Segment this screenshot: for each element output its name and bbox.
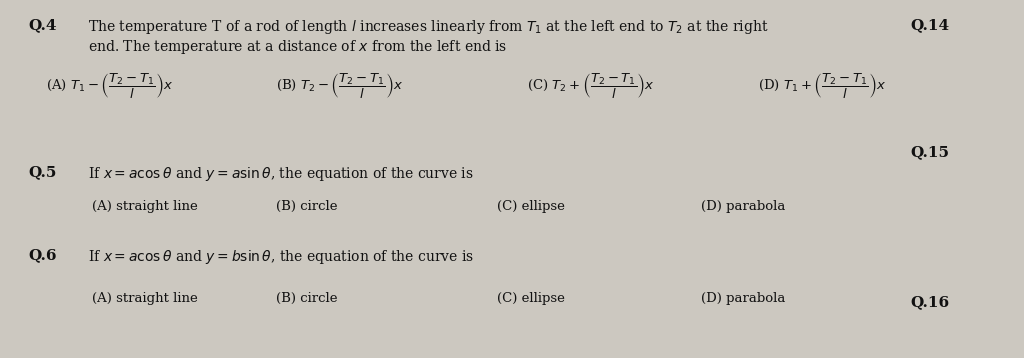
Text: (B) circle: (B) circle (276, 292, 338, 305)
Text: (A) straight line: (A) straight line (92, 292, 198, 305)
Text: Q.4: Q.4 (28, 18, 56, 32)
Text: The temperature T of a rod of length $l$ increases linearly from $T_1$ at the le: The temperature T of a rod of length $l$… (88, 18, 769, 36)
Text: (B) $T_2-\left(\dfrac{T_2-T_1}{l}\right)x$: (B) $T_2-\left(\dfrac{T_2-T_1}{l}\right)… (276, 72, 403, 101)
Text: Q.14: Q.14 (910, 18, 949, 32)
Text: Q.16: Q.16 (910, 295, 949, 309)
Text: (D) parabola: (D) parabola (701, 292, 785, 305)
Text: (C) $T_2+\left(\dfrac{T_2-T_1}{l}\right)x$: (C) $T_2+\left(\dfrac{T_2-T_1}{l}\right)… (527, 72, 655, 101)
Text: (B) circle: (B) circle (276, 200, 338, 213)
Text: (D) parabola: (D) parabola (701, 200, 785, 213)
Text: If $x=a\cos\theta$ and $y=b\sin\theta$, the equation of the curve is: If $x=a\cos\theta$ and $y=b\sin\theta$, … (88, 248, 474, 266)
Text: (A) straight line: (A) straight line (92, 200, 198, 213)
Text: end. The temperature at a distance of $x$ from the left end is: end. The temperature at a distance of $x… (88, 38, 507, 56)
Text: Q.15: Q.15 (910, 145, 949, 159)
Text: (C) ellipse: (C) ellipse (497, 200, 564, 213)
Text: If $x=a\cos\theta$ and $y=a\sin\theta$, the equation of the curve is: If $x=a\cos\theta$ and $y=a\sin\theta$, … (88, 165, 474, 183)
Text: Q.6: Q.6 (28, 248, 56, 262)
Text: Q.5: Q.5 (28, 165, 56, 179)
Text: (A) $T_1-\left(\dfrac{T_2-T_1}{l}\right)x$: (A) $T_1-\left(\dfrac{T_2-T_1}{l}\right)… (46, 72, 173, 101)
Text: (D) $T_1+\left(\dfrac{T_2-T_1}{l}\right)x$: (D) $T_1+\left(\dfrac{T_2-T_1}{l}\right)… (758, 72, 886, 101)
Text: (C) ellipse: (C) ellipse (497, 292, 564, 305)
